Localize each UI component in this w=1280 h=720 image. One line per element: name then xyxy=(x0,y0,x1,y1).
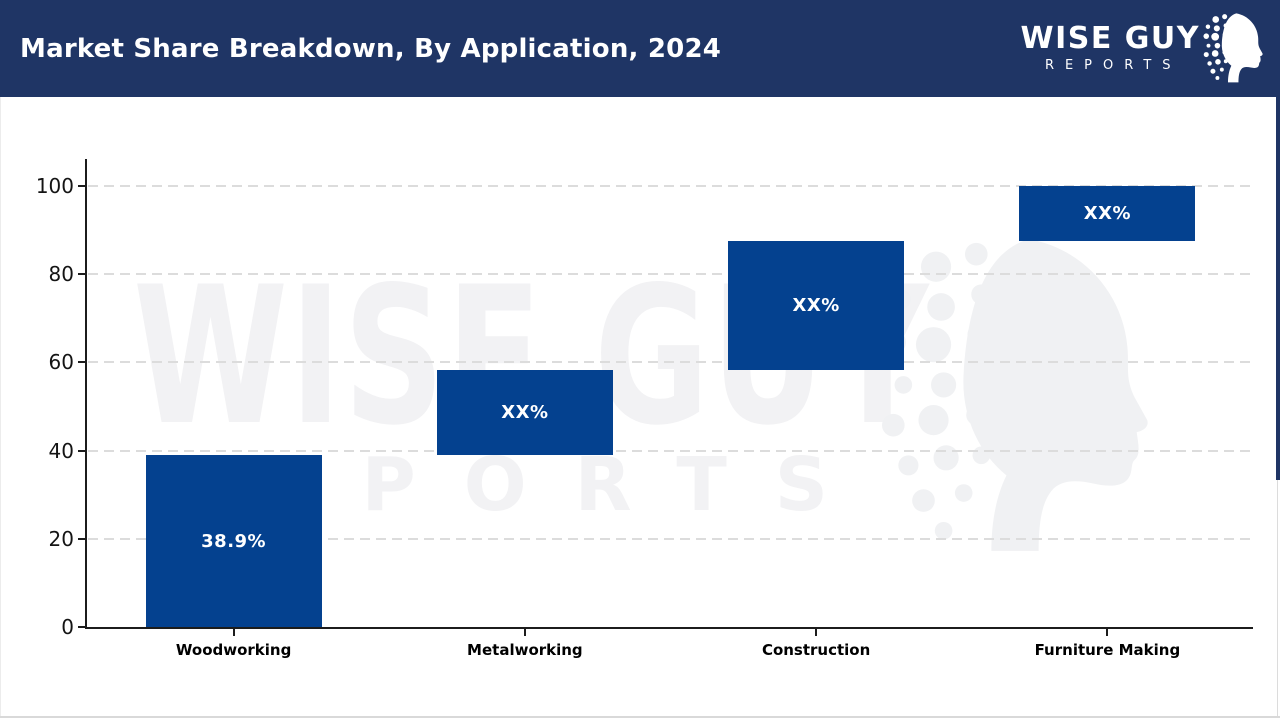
y-tick-label: 40 xyxy=(48,438,74,463)
bar-value-label: XX% xyxy=(1083,203,1132,225)
y-axis-spine xyxy=(85,159,87,629)
x-tick-mark xyxy=(1106,628,1109,636)
x-tick-mark xyxy=(523,628,526,636)
bar-furniture-making: XX% xyxy=(1019,186,1196,242)
brand-face-icon xyxy=(1203,12,1263,82)
page-border-left xyxy=(0,97,1,717)
right-accent-strip xyxy=(1276,97,1280,480)
brand-logo: WISE GUY REPORTS xyxy=(1020,10,1270,88)
x-category-label: Furniture Making xyxy=(1034,641,1181,659)
y-tick-mark xyxy=(78,537,86,540)
y-tick-mark xyxy=(78,185,86,187)
y-tick-mark xyxy=(78,273,86,276)
x-category-label: Construction xyxy=(761,641,871,659)
y-tick-label: 20 xyxy=(48,526,74,551)
y-tick-mark xyxy=(78,449,86,452)
gridline-y40 xyxy=(88,449,1255,452)
bar-value-label: 38.9% xyxy=(201,530,267,552)
header: Market Share Breakdown, By Application, … xyxy=(0,0,1280,97)
brand-wordmark: WISE GUY xyxy=(1020,21,1200,56)
y-tick-label: 100 xyxy=(35,174,74,198)
gridline-y60 xyxy=(88,361,1255,364)
y-tick-mark xyxy=(78,626,86,628)
x-tick-mark xyxy=(815,628,818,636)
y-tick-label: 60 xyxy=(48,350,74,375)
page-title: Market Share Breakdown, By Application, … xyxy=(20,33,722,64)
brand-subtext: REPORTS xyxy=(1044,58,1182,73)
page-border-bottom xyxy=(0,716,1280,718)
x-category-label: Woodworking xyxy=(175,641,292,659)
gridline-y100 xyxy=(88,185,1255,187)
bar-metalworking: XX% xyxy=(436,369,613,456)
x-category-label: Metalworking xyxy=(467,641,583,659)
gridline-y80 xyxy=(88,273,1255,276)
bar-value-label: XX% xyxy=(501,402,549,424)
brand-text: WISE GUY REPORTS xyxy=(1020,21,1200,74)
x-axis-spine xyxy=(85,627,1253,629)
x-tick-mark xyxy=(232,628,235,636)
y-tick-label: 80 xyxy=(48,262,74,287)
y-tick-mark xyxy=(78,361,86,364)
y-tick-label: 0 xyxy=(61,615,74,639)
bar-woodworking: 38.9% xyxy=(145,455,322,627)
bar-construction: XX% xyxy=(728,241,905,370)
bar-value-label: XX% xyxy=(792,295,840,316)
gridline-y20 xyxy=(88,537,1255,540)
